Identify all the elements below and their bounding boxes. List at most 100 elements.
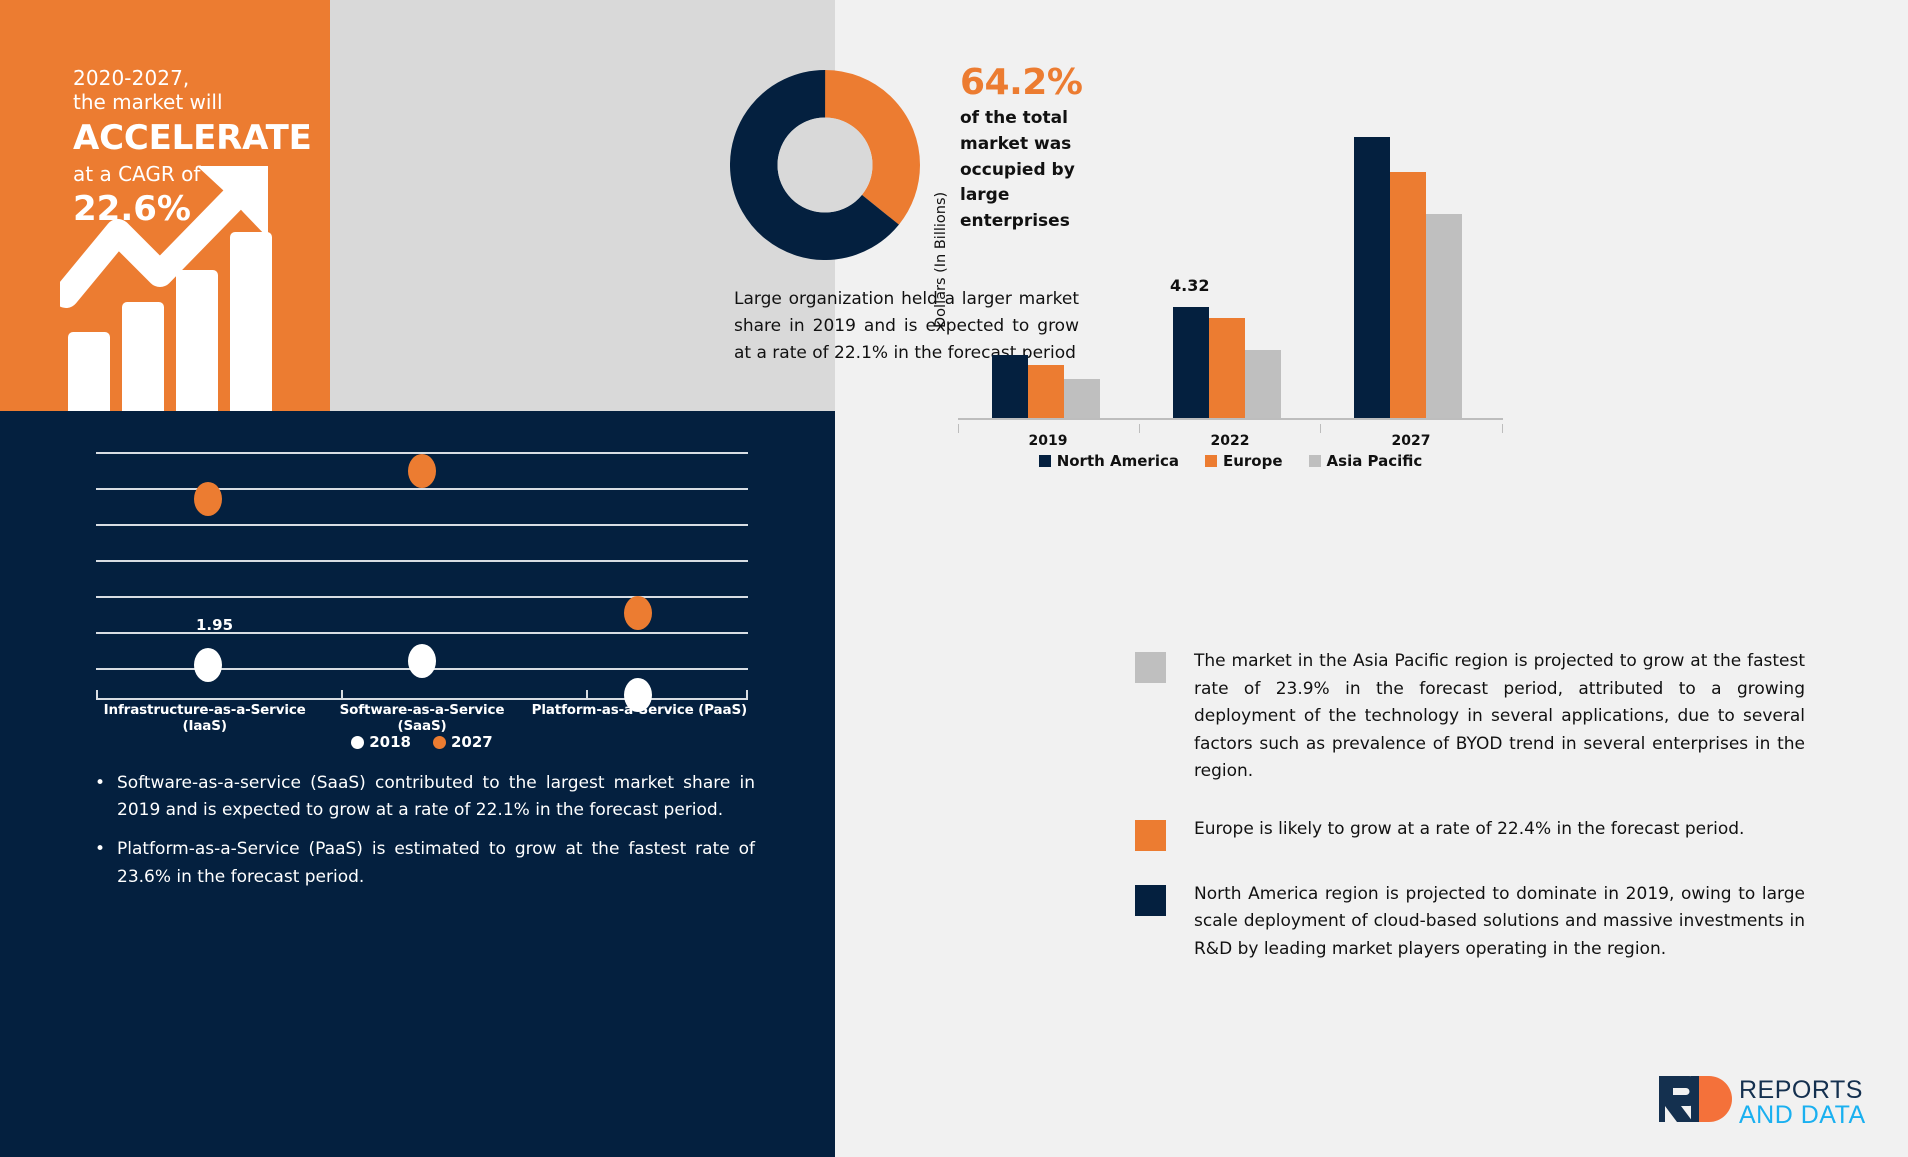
gridline xyxy=(96,632,748,634)
legend-swatch-icon-asia-pacific xyxy=(1308,455,1321,467)
list-item: • Platform-as-a-Service (PaaS) is estima… xyxy=(95,836,755,890)
logo-letter-d xyxy=(1695,1076,1732,1122)
cagr-value: 22.6% xyxy=(73,188,191,229)
reports-and-data-logo[interactable]: REPORTS AND DATA xyxy=(1655,1068,1865,1130)
bar-group-2027 xyxy=(1354,137,1462,420)
note-text-europe: Europe is likely to grow at a rate of 22… xyxy=(1194,818,1745,839)
gridline xyxy=(96,524,748,526)
axis-tick xyxy=(1139,424,1140,433)
gridline xyxy=(96,560,748,562)
cagr-lead: the market will xyxy=(73,90,223,115)
bar-group-2019 xyxy=(992,355,1100,420)
list-item: • Software-as-a-service (SaaS) contribut… xyxy=(95,770,755,824)
list-item: Europe is likely to grow at a rate of 22… xyxy=(1135,816,1805,851)
legend-label-europe: Europe xyxy=(1222,452,1283,470)
axis-tick xyxy=(586,690,588,700)
legend-item-2027: 2027 xyxy=(433,733,493,751)
gridline xyxy=(96,596,748,598)
dot-2027-iaas xyxy=(194,482,222,516)
bar-value-label-2022-north-america: 4.32 xyxy=(1170,276,1210,295)
service-model-category-labels: Infrastructure-as-a-Service (IaaS) Softw… xyxy=(96,702,748,734)
dot-2018-paas xyxy=(624,678,652,712)
service-model-bullet-list: • Software-as-a-service (SaaS) contribut… xyxy=(95,770,755,903)
cagr-text-block: 2020-2027, the market will ACCELERATE at… xyxy=(73,66,323,230)
legend-swatch-icon-north-america xyxy=(1038,455,1051,467)
axis-tick xyxy=(1502,424,1503,433)
regional-bar-chart: 4.32 xyxy=(958,137,1503,420)
dot-2018-saas xyxy=(408,644,436,678)
dot-value-label-iaas-2018: 1.95 xyxy=(196,616,234,634)
bar-2019-asia-pacific xyxy=(1064,379,1100,420)
axis-tick xyxy=(341,690,343,700)
legend-item-europe: Europe xyxy=(1204,452,1283,470)
note-text-asia-pacific: The market in the Asia Pacific region is… xyxy=(1194,651,1805,782)
logo-text-and-data: AND DATA xyxy=(1739,1101,1865,1129)
bar-2022-north-america xyxy=(1173,307,1209,420)
enterprise-share-subtitle: of the total market was occupied by larg… xyxy=(960,108,1075,232)
enterprise-share-panel: 64.2% of the total market was occupied b… xyxy=(330,0,1083,411)
note-swatch-icon-north-america xyxy=(1135,884,1166,916)
bullet-marker-icon: • xyxy=(95,773,106,793)
legend-label-2027: 2027 xyxy=(451,733,493,751)
dot-2027-saas xyxy=(408,454,436,488)
legend-swatch-icon-europe xyxy=(1204,455,1217,467)
bar-2019-europe xyxy=(1028,365,1064,420)
bar-2019-north-america xyxy=(992,355,1028,420)
cagr-rate-label: at a CAGR of xyxy=(73,162,201,187)
legend-bullet-icon-2018 xyxy=(351,735,365,749)
service-model-legend: 2018 2027 xyxy=(96,733,748,751)
legend-item-north-america: North America xyxy=(1038,452,1179,470)
legend-label-2018: 2018 xyxy=(369,733,411,751)
enterprise-share-note: Large organization held a larger market … xyxy=(734,289,1079,364)
x-axis-label-2019: 2019 xyxy=(1028,433,1068,449)
growth-arrow-bar-icon xyxy=(60,166,272,420)
gridline xyxy=(96,452,748,454)
list-item: The market in the Asia Pacific region is… xyxy=(1135,648,1805,786)
x-axis-label-2027: 2027 xyxy=(1391,433,1431,449)
x-axis-label-2022: 2022 xyxy=(1210,433,1250,449)
bar-2027-europe xyxy=(1390,172,1426,420)
bar-group-2022 xyxy=(1173,307,1281,420)
category-label-paas: Platform-as-a-Service (PaaS) xyxy=(531,702,748,718)
cagr-period: 2020-2027, xyxy=(73,66,190,90)
legend-bullet-icon-2027 xyxy=(433,735,446,749)
service-model-dot-chart: 1.95 xyxy=(96,440,748,712)
axis-tick xyxy=(1320,424,1321,433)
bar-2027-north-america xyxy=(1354,137,1390,420)
list-item: North America region is projected to dom… xyxy=(1135,881,1805,964)
legend-item-asia-pacific: Asia Pacific xyxy=(1308,452,1423,470)
bar-2022-asia-pacific xyxy=(1245,350,1281,420)
cagr-headline: ACCELERATE xyxy=(73,117,312,158)
dot-2018-iaas xyxy=(194,648,222,682)
bar-chart-legend: North America Europe Asia Pacific xyxy=(958,452,1503,470)
bar-2027-asia-pacific xyxy=(1426,214,1462,420)
enterprise-share-percent: 64.2% xyxy=(960,62,1083,103)
axis-tick xyxy=(96,690,98,700)
bar-2022-europe xyxy=(1209,318,1245,420)
legend-label-asia-pacific: Asia Pacific xyxy=(1326,452,1423,470)
note-swatch-icon-asia-pacific xyxy=(1135,652,1166,683)
logo-text-reports: REPORTS xyxy=(1739,1076,1863,1104)
category-label-saas: Software-as-a-Service (SaaS) xyxy=(339,702,505,734)
cagr-panel: 2020-2027, the market will ACCELERATE at… xyxy=(0,0,330,420)
category-label-iaas: Infrastructure-as-a-Service (IaaS) xyxy=(103,702,306,734)
bullet-text-paas: Platform-as-a-Service (PaaS) is estimate… xyxy=(117,839,755,887)
note-swatch-icon-europe xyxy=(1135,819,1166,851)
bullet-marker-icon: • xyxy=(95,839,106,860)
bar-chart-y-axis-label: Dollars (In Billions) xyxy=(933,191,949,328)
bar-chart-baseline xyxy=(958,418,1503,420)
x-axis-line xyxy=(96,698,748,700)
legend-item-2018: 2018 xyxy=(351,733,411,751)
service-model-panel xyxy=(0,411,835,1157)
bar-chart-x-axis: 2019 2022 2027 xyxy=(958,424,1503,449)
legend-label-north-america: North America xyxy=(1056,452,1179,470)
dot-2027-paas xyxy=(624,596,652,630)
gridline xyxy=(96,488,748,490)
axis-tick xyxy=(958,424,959,433)
bullet-text-saas: Software-as-a-service (SaaS) contributed… xyxy=(117,773,755,821)
axis-tick xyxy=(746,690,748,700)
note-text-north-america: North America region is projected to dom… xyxy=(1194,883,1805,959)
enterprise-share-donut-chart xyxy=(730,70,920,260)
regional-notes-list: The market in the Asia Pacific region is… xyxy=(1135,648,1805,993)
